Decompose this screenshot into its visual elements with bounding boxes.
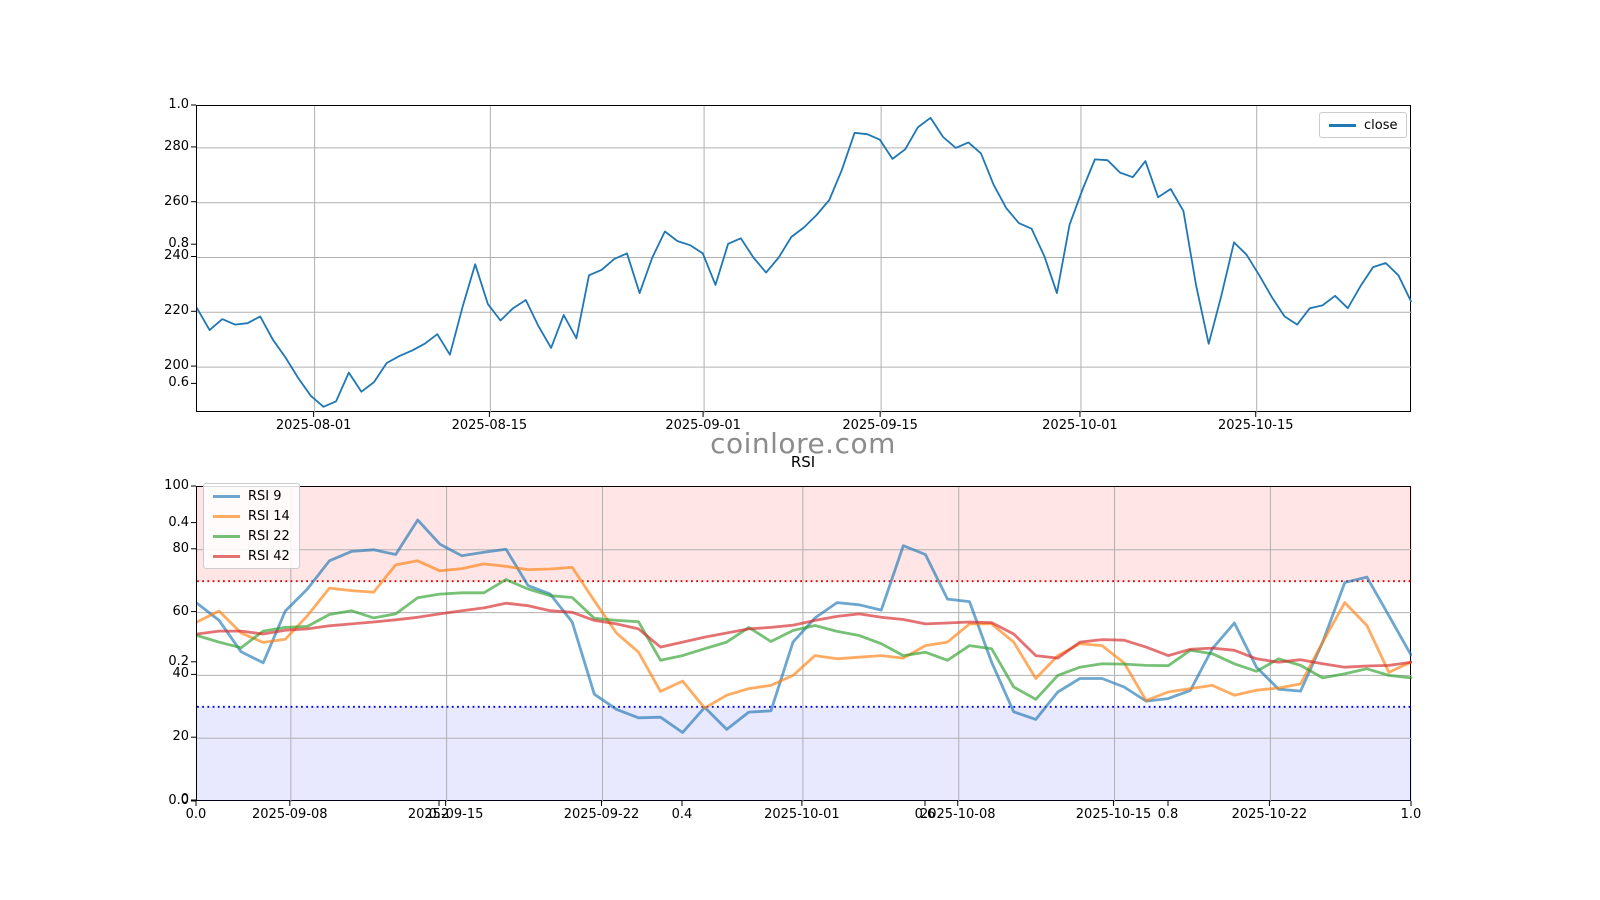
- fraction-ytick-label: 0.8: [168, 236, 189, 252]
- rsi-chart-title: RSI: [790, 453, 816, 471]
- fraction-xtick-label: 0.4: [671, 807, 693, 822]
- price-xtick-label: 2025-10-01: [1042, 418, 1118, 433]
- legend-item-close: close: [1329, 117, 1397, 133]
- rsi-legend: RSI 9 RSI 14 RSI 22 RSI 42: [203, 483, 300, 569]
- fraction-xtick-label: 0.6: [914, 807, 936, 822]
- rsi-ytick-label: 100: [164, 478, 189, 493]
- legend-item-rsi14: RSI 14: [213, 508, 290, 524]
- fraction-ytick-label: 0.4: [168, 514, 189, 530]
- rsi-ytick-label: 80: [172, 540, 189, 556]
- fraction-xtick-label: 0.8: [1157, 807, 1179, 822]
- price-ytick-label: 280: [164, 138, 189, 154]
- watermark: coinlore.com: [710, 427, 896, 460]
- rsi-chart: [196, 486, 1412, 802]
- rsi-xtick-label: 2025-10-01: [764, 807, 840, 822]
- rsi42-legend-line: [213, 554, 240, 558]
- fraction-ytick-label: 0.6: [168, 375, 189, 391]
- legend-item-rsi42: RSI 42: [213, 548, 290, 564]
- rsi22-legend-label: RSI 22: [248, 528, 290, 544]
- rsi-xtick-label: 2025-09-22: [563, 807, 640, 822]
- rsi-ytick-label: 60: [172, 603, 189, 619]
- rsi-xtick-label: 2025-10-15: [1075, 807, 1152, 822]
- rsi14-legend-line: [213, 514, 240, 518]
- price-chart: [196, 105, 1412, 413]
- price-ytick-label: 240: [164, 248, 189, 264]
- price-xtick-label: 2025-09-15: [842, 418, 918, 433]
- rsi-ytick-label: 0: [180, 792, 189, 807]
- rsi-xtick-label: 2025-10-08: [919, 807, 996, 822]
- rsi-ytick-label: 20: [172, 729, 189, 745]
- price-xtick-label: 2025-09-01: [665, 418, 741, 433]
- price-legend: close: [1319, 112, 1408, 138]
- rsi-ytick-label: 40: [172, 666, 189, 682]
- price-ytick-label: 220: [164, 303, 189, 319]
- price-chart-canvas: [197, 106, 1412, 413]
- price-xtick-label: 2025-08-01: [275, 418, 352, 433]
- fraction-ytick-label: 0.0: [168, 793, 189, 808]
- close-legend-line: [1329, 123, 1356, 127]
- rsi-xtick-label: 2025-10-22: [1231, 807, 1308, 822]
- price-xtick-label: 2025-10-15: [1217, 418, 1294, 433]
- rsi9-legend-label: RSI 9: [248, 488, 282, 504]
- close-legend-label: close: [1364, 117, 1398, 133]
- price-ytick-label: 260: [164, 193, 189, 209]
- rsi22-legend-line: [213, 534, 240, 538]
- fraction-ytick-label: 1.0: [168, 97, 189, 112]
- rsi42-legend-label: RSI 42: [248, 548, 290, 564]
- fraction-ytick-label: 0.2: [168, 653, 189, 669]
- rsi-xtick-label: 2025-09-08: [252, 807, 328, 822]
- fraction-xtick-label: 0.2: [428, 807, 450, 822]
- legend-item-rsi22: RSI 22: [213, 528, 290, 544]
- rsi-xtick-label: 2025-09-15: [407, 807, 484, 822]
- legend-item-rsi9: RSI 9: [213, 488, 290, 504]
- price-xtick-label: 2025-08-15: [451, 418, 528, 433]
- rsi14-legend-label: RSI 14: [248, 508, 290, 524]
- fraction-xtick-label: 0.0: [185, 807, 207, 822]
- rsi9-legend-line: [213, 494, 240, 498]
- fraction-xtick-label: 1.0: [1400, 807, 1422, 822]
- rsi-chart-canvas: [197, 487, 1412, 802]
- price-ytick-label: 200: [164, 358, 189, 374]
